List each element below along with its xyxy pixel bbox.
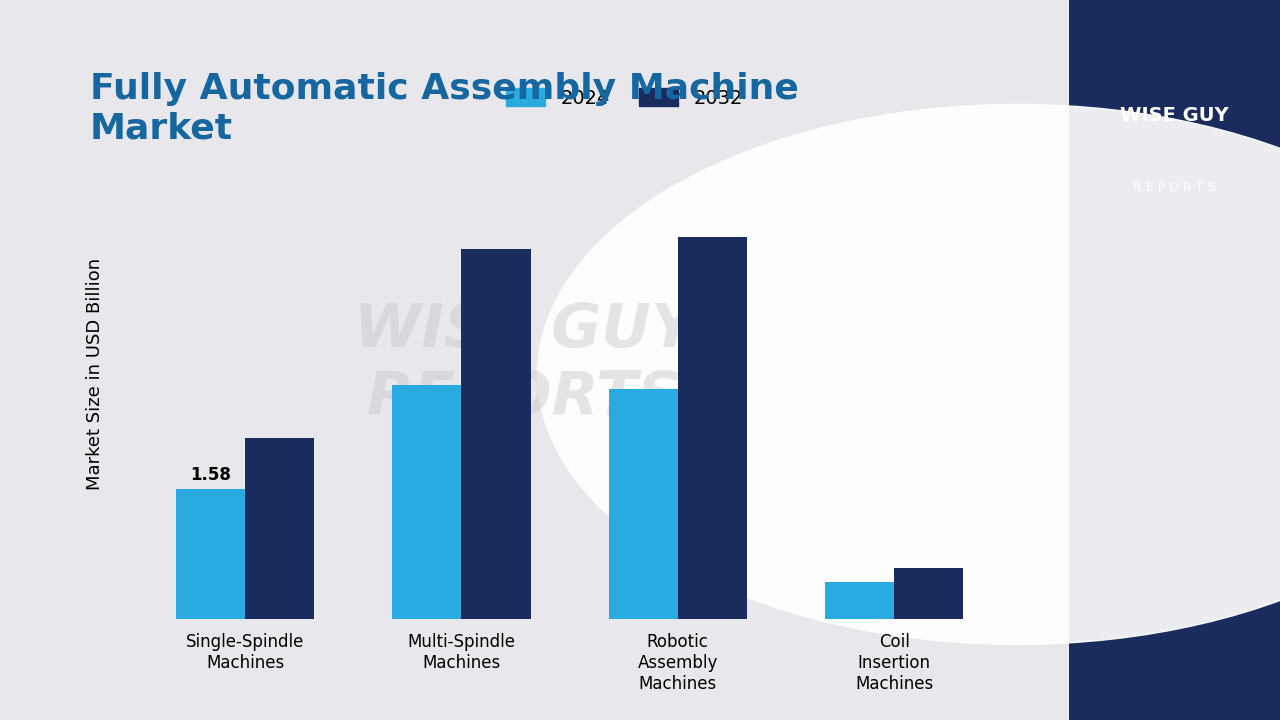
Bar bbox=[244, 438, 315, 619]
Bar bbox=[175, 489, 244, 619]
Text: R E P O R T S: R E P O R T S bbox=[1133, 181, 1216, 194]
Text: WISE GUY
REPORTS: WISE GUY REPORTS bbox=[353, 301, 695, 428]
Y-axis label: Market Size in USD Billion: Market Size in USD Billion bbox=[86, 258, 104, 490]
Bar bbox=[608, 389, 678, 619]
Legend: 2024, 2032: 2024, 2032 bbox=[498, 81, 750, 115]
Text: WISE GUY: WISE GUY bbox=[1120, 106, 1229, 125]
Bar bbox=[895, 568, 964, 619]
Bar bbox=[824, 582, 895, 619]
Circle shape bbox=[538, 104, 1280, 644]
Bar bbox=[392, 384, 461, 619]
Text: 1.58: 1.58 bbox=[189, 467, 230, 485]
Bar bbox=[461, 249, 531, 619]
Text: Fully Automatic Assembly Machine
Market: Fully Automatic Assembly Machine Market bbox=[90, 72, 799, 145]
Bar bbox=[678, 237, 748, 619]
